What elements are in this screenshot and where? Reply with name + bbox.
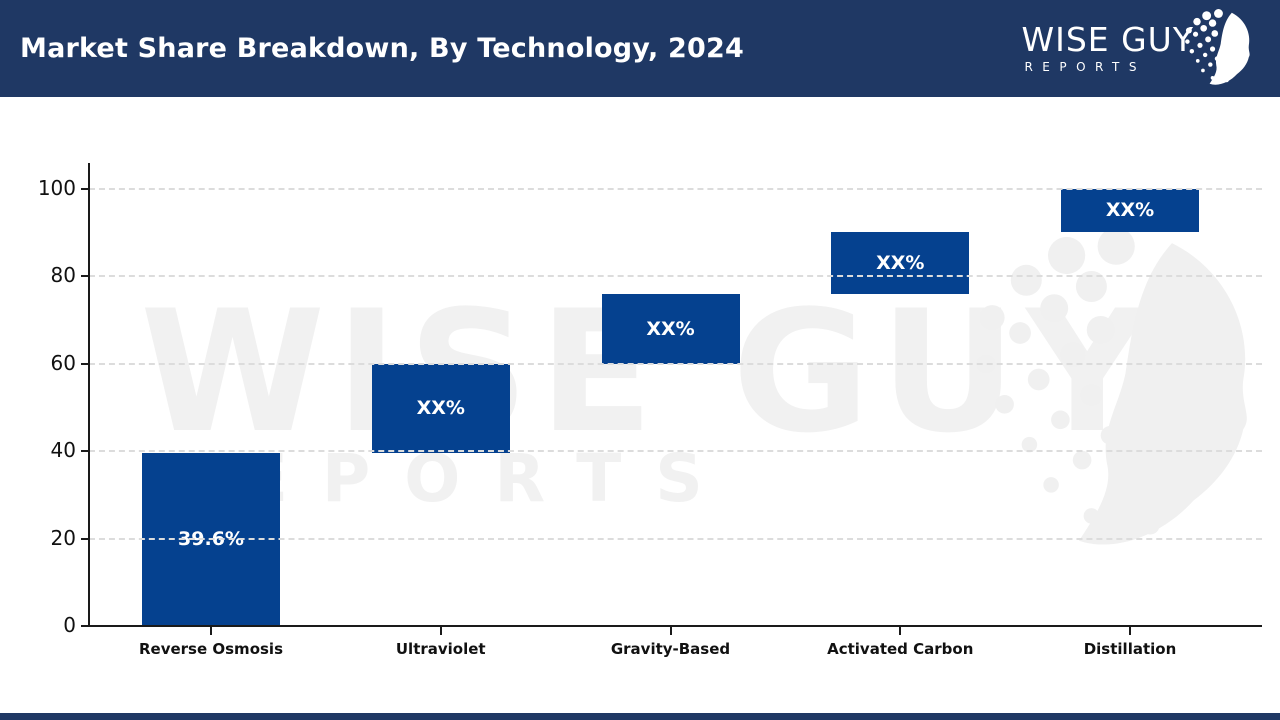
bar-distillation: XX% [1061, 188, 1199, 233]
x-axis-tick-3 [899, 627, 902, 635]
x-category-label-3: Activated Carbon [827, 640, 974, 658]
gridline-20 [89, 537, 1262, 540]
y-tick-label-20: 20 [50, 525, 76, 550]
bar-ultraviolet: XX% [371, 363, 510, 453]
bar-gravity-based: XX% [601, 293, 740, 364]
bar-value-label: XX% [646, 317, 695, 340]
bar-value-label: XX% [876, 251, 925, 274]
gridline-80 [89, 275, 1262, 277]
watermark-face-logo [976, 227, 1247, 545]
y-tick-label-80: 80 [50, 263, 76, 287]
x-axis-line [88, 625, 1262, 627]
y-axis-tick-60 [81, 362, 89, 365]
footer-band [0, 713, 1280, 720]
y-axis-tick-40 [81, 450, 89, 452]
logo-subtext: REPORTS [1024, 60, 1146, 74]
bar-value-label: XX% [1105, 199, 1155, 222]
gridline-60 [89, 362, 1262, 365]
y-axis-tick-0 [81, 625, 89, 627]
y-axis-tick-100 [81, 187, 89, 190]
gridline-40 [89, 450, 1262, 452]
chart-title: Market Share Breakdown, By Technology, 2… [20, 33, 745, 64]
x-axis-tick-4 [1129, 627, 1131, 635]
bar-activated-carbon: XX% [831, 232, 970, 294]
x-category-label-4: Distillation [1083, 640, 1177, 658]
y-axis-line [88, 163, 90, 627]
x-category-label-0: Reverse Osmosis [138, 640, 283, 658]
x-axis-tick-2 [669, 627, 672, 635]
logo-face-icon [1185, 8, 1250, 85]
y-axis-tick-80 [81, 275, 89, 277]
y-tick-label-0: 0 [63, 613, 76, 637]
gridline-100 [89, 187, 1262, 190]
bar-value-label: XX% [416, 397, 465, 420]
x-axis-tick-0 [210, 627, 212, 635]
header-band: Market Share Breakdown, By Technology, 2… [0, 0, 1280, 97]
y-tick-label-40: 40 [50, 438, 76, 462]
wise-guy-reports-logo: WISE GUY REPORTS [1021, 8, 1254, 90]
x-category-label-2: Gravity-Based [610, 640, 731, 658]
y-tick-label-100: 100 [37, 175, 76, 200]
logo-wordmark: WISE GUY [1021, 20, 1194, 59]
y-axis-tick-20 [81, 537, 89, 540]
x-category-label-1: Ultraviolet [395, 640, 486, 658]
x-axis-tick-1 [439, 627, 442, 635]
y-tick-label-60: 60 [50, 350, 76, 375]
